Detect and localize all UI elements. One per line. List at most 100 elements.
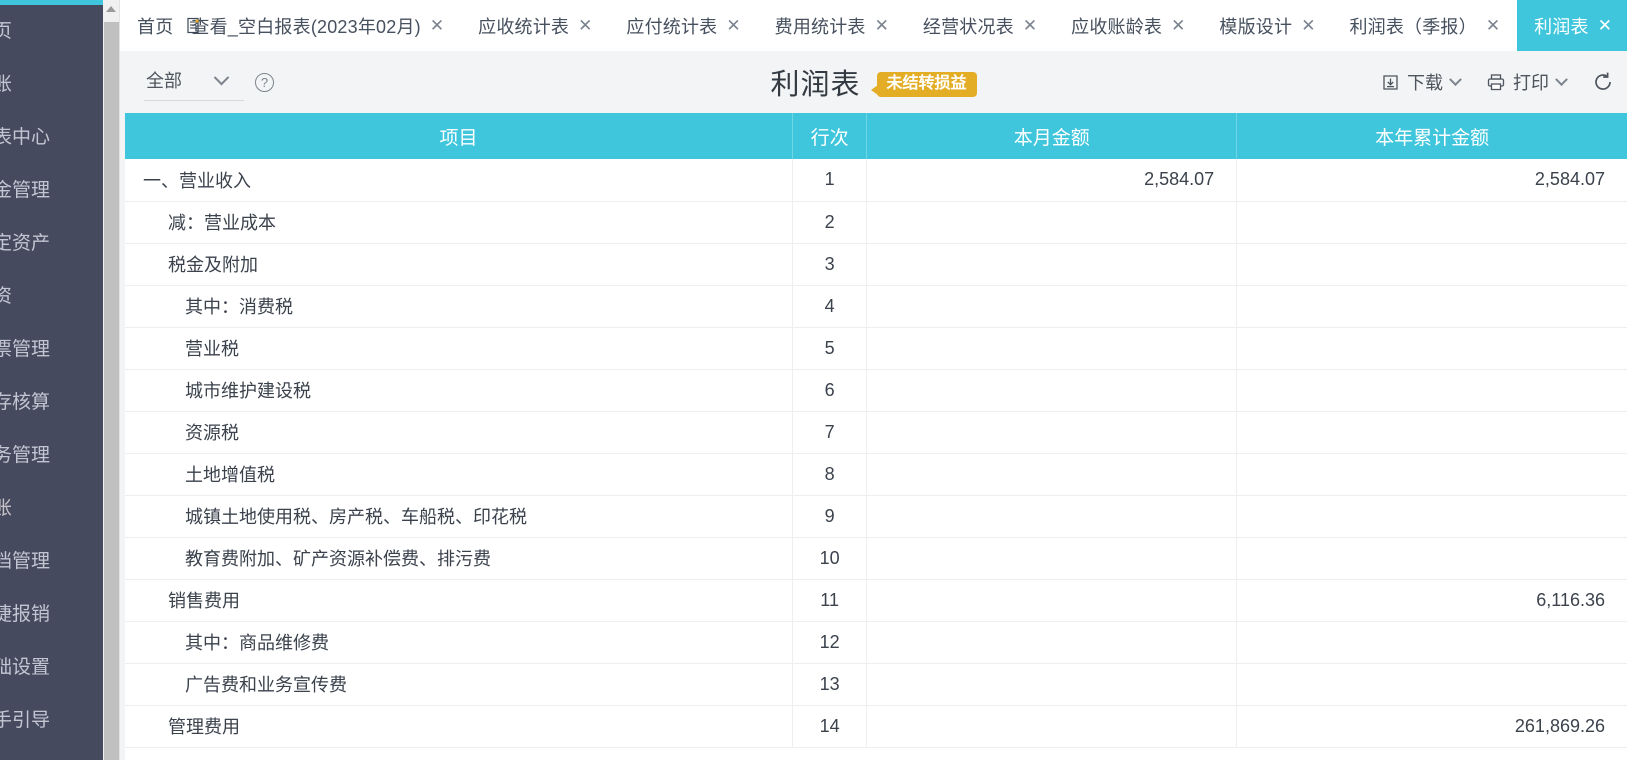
tab-view-blank-report[interactable]: 查看_空白报表(2023年02月) ✕ — [179, 0, 461, 51]
table-row[interactable]: 管理费用 14 261,869.26 — [125, 705, 1627, 748]
report-icon — [185, 17, 202, 34]
table-row[interactable]: 销售费用 11 6,116.36 — [125, 579, 1627, 622]
tab-close-icon[interactable]: ✕ — [1301, 16, 1316, 35]
sidebar-item-home[interactable]: 首页 — [0, 5, 103, 58]
row-month-amount[interactable] — [866, 663, 1238, 706]
tab-label: 应付统计表 — [626, 16, 718, 37]
tab-expense-statistics[interactable]: 费用统计表 ✕ — [758, 0, 906, 51]
table-row[interactable]: 教育费附加、矿产资源补偿费、排污费 10 — [125, 537, 1627, 580]
sidebar-item-invoice-management[interactable]: 发票管理 — [0, 323, 103, 376]
main-content: 首页 查看_空白报表(2023年02月) ✕ 应收统计表 ✕ — [120, 0, 1627, 760]
row-ytd-amount[interactable] — [1236, 285, 1627, 328]
table-row[interactable]: 广告费和业务宣传费 13 — [125, 663, 1627, 706]
table-row[interactable]: 土地增值税 8 — [125, 453, 1627, 496]
tab-close-icon[interactable]: ✕ — [578, 16, 593, 35]
row-ytd-amount[interactable]: 2,584.07 — [1236, 159, 1627, 202]
row-month-amount[interactable] — [866, 495, 1238, 538]
table-row[interactable]: 资源税 7 — [125, 411, 1627, 454]
help-icon[interactable]: ? — [255, 72, 274, 92]
sidebar-item-archive-management[interactable]: 归档管理 — [0, 535, 103, 588]
sidebar-item-label: 畅捷报销 — [0, 604, 51, 625]
tab-close-icon[interactable]: ✕ — [1597, 16, 1612, 35]
tab-payable-statistics[interactable]: 应付统计表 ✕ — [609, 0, 757, 51]
sidebar-item-label: 税务管理 — [0, 445, 51, 466]
column-header-month-amount[interactable]: 本月金额 — [866, 113, 1238, 159]
table-row[interactable]: 税金及附加 3 — [125, 243, 1627, 286]
tab-receivable-aging[interactable]: 应收账龄表 ✕ — [1054, 0, 1202, 51]
sidebar-item-bookkeeping[interactable]: 记账 — [0, 58, 103, 111]
row-month-amount[interactable] — [866, 411, 1238, 454]
row-ytd-amount[interactable] — [1236, 369, 1627, 412]
row-ytd-amount[interactable] — [1236, 243, 1627, 286]
table-row[interactable]: 城镇土地使用税、房产税、车船税、印花税 9 — [125, 495, 1627, 538]
sidebar-scrollbar[interactable] — [103, 0, 120, 760]
table-row[interactable]: 其中：消费税 4 — [125, 285, 1627, 328]
tab-template-design[interactable]: 模版设计 ✕ — [1202, 0, 1332, 51]
row-ytd-amount[interactable] — [1236, 453, 1627, 496]
row-month-amount[interactable] — [866, 453, 1238, 496]
sidebar-item-fixed-assets[interactable]: 固定资产 — [0, 217, 103, 270]
table-row[interactable]: 减：营业成本 2 — [125, 201, 1627, 244]
sidebar-item-label: 固定资产 — [0, 233, 51, 254]
sidebar-item-basic-settings[interactable]: 基础设置 — [0, 641, 103, 694]
tab-close-icon[interactable]: ✕ — [726, 16, 741, 35]
sidebar-item-beginner-guide[interactable]: 新手引导 — [0, 694, 103, 747]
row-month-amount[interactable] — [866, 201, 1238, 244]
sidebar-item-tax-management[interactable]: 税务管理 — [0, 429, 103, 482]
row-item-name: 销售费用 — [125, 579, 793, 622]
sidebar-item-payroll[interactable]: 工资 — [0, 270, 103, 323]
download-button[interactable]: 下载 — [1381, 69, 1462, 95]
tab-label: 利润表（季报） — [1349, 16, 1477, 37]
status-badge: 未结转损益 — [870, 71, 977, 97]
tab-close-icon[interactable]: ✕ — [874, 16, 889, 35]
row-month-amount[interactable] — [866, 705, 1238, 748]
refresh-button[interactable] — [1592, 71, 1621, 93]
row-ytd-amount[interactable] — [1236, 327, 1627, 370]
sidebar-item-report-center[interactable]: 报表中心 — [0, 111, 103, 164]
row-ytd-amount[interactable] — [1236, 621, 1627, 664]
page-title: 利润表 — [770, 69, 861, 101]
table-row[interactable]: 其中：商品维修费 12 — [125, 621, 1627, 664]
tab-business-status[interactable]: 经营状况表 ✕ — [906, 0, 1054, 51]
sidebar-item-expense-reimbursement[interactable]: 畅捷报销 — [0, 588, 103, 641]
row-month-amount[interactable] — [866, 243, 1238, 286]
scrollbar-thumb[interactable] — [104, 22, 119, 760]
row-month-amount[interactable] — [866, 621, 1238, 664]
tab-close-icon[interactable]: ✕ — [429, 16, 445, 35]
tab-close-icon[interactable]: ✕ — [1022, 16, 1038, 35]
row-ytd-amount[interactable] — [1236, 495, 1627, 538]
row-ytd-amount[interactable] — [1236, 411, 1627, 454]
row-ytd-amount[interactable]: 6,116.36 — [1236, 579, 1627, 622]
sidebar-item-inventory-accounting[interactable]: 库存核算 — [0, 376, 103, 429]
tab-receivable-statistics[interactable]: 应收统计表 ✕ — [461, 0, 609, 51]
column-header-line-no[interactable]: 行次 — [792, 113, 868, 159]
column-header-ytd-amount[interactable]: 本年累计金额 — [1236, 113, 1627, 159]
row-month-amount[interactable] — [866, 537, 1238, 580]
tab-income-statement-quarterly[interactable]: 利润表（季报） ✕ — [1332, 0, 1517, 51]
row-ytd-amount[interactable] — [1236, 663, 1627, 706]
row-month-amount[interactable]: 2,584.07 — [866, 159, 1238, 202]
tab-close-icon[interactable]: ✕ — [1485, 16, 1501, 35]
row-month-amount[interactable] — [866, 369, 1238, 412]
row-ytd-amount[interactable] — [1236, 537, 1627, 580]
row-ytd-amount[interactable] — [1236, 201, 1627, 244]
row-month-amount[interactable] — [866, 285, 1238, 328]
tab-close-icon[interactable]: ✕ — [1171, 16, 1186, 35]
table-row[interactable]: 营业税 5 — [125, 327, 1627, 370]
row-month-amount[interactable] — [866, 327, 1238, 370]
row-ytd-amount[interactable]: 261,869.26 — [1236, 705, 1627, 748]
sidebar-item-closing[interactable]: 结账 — [0, 482, 103, 535]
column-header-item[interactable]: 项目 — [125, 113, 793, 159]
scroll-up-arrow-icon[interactable] — [106, 6, 116, 12]
tab-income-statement[interactable]: 利润表 ✕ — [1517, 0, 1627, 51]
tab-home[interactable]: 首页 — [120, 0, 179, 51]
scope-filter-select[interactable]: 全部 — [144, 63, 244, 101]
table-row[interactable]: 一、营业收入 1 2,584.07 2,584.07 — [125, 159, 1627, 202]
row-line-no: 13 — [792, 663, 868, 706]
table-row[interactable]: 城市维护建设税 6 — [125, 369, 1627, 412]
sidebar-item-fund-management[interactable]: 资金管理 — [0, 164, 103, 217]
row-line-no: 10 — [792, 537, 868, 580]
print-button[interactable]: 打印 — [1486, 69, 1568, 95]
row-month-amount[interactable] — [866, 579, 1238, 622]
row-line-no: 6 — [792, 369, 868, 412]
